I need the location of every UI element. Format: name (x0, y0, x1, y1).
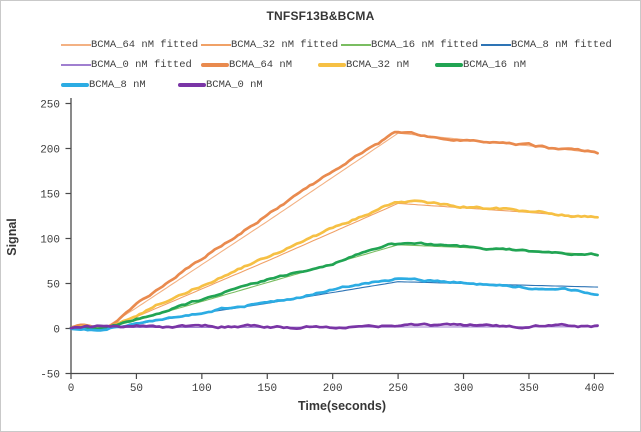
legend-item: BCMA_64 nM fitted (61, 35, 201, 55)
x-tick-label: 300 (454, 383, 474, 395)
legend-line-swatch (201, 44, 231, 46)
x-tick-label: 400 (584, 383, 604, 395)
legend-item: BCMA_16 nM fitted (341, 35, 481, 55)
legend-item: BCMA_8 nM fitted (481, 35, 621, 55)
legend-label: BCMA_16 nM (463, 59, 527, 71)
legend-item: BCMA_16 nM (435, 55, 552, 75)
y-tick-label: 250 (40, 99, 60, 111)
series-line-BCMA_8-nM (69, 277, 599, 332)
x-tick-label: 0 (68, 383, 75, 395)
legend-line-swatch (201, 63, 229, 67)
y-axis-label: Signal (5, 218, 19, 256)
legend-label: BCMA_8 nM (89, 79, 146, 91)
legend-line-swatch (318, 63, 346, 67)
y-tick-label: -50 (40, 369, 60, 381)
legend-line-swatch (61, 64, 91, 66)
x-axis-label: Time(seconds) (298, 399, 386, 413)
legend-item: BCMA_64 nM (201, 55, 318, 75)
legend-line-swatch (435, 63, 463, 67)
legend-line-swatch (341, 44, 371, 46)
legend-label: BCMA_0 nM fitted (91, 59, 192, 71)
legend-label: BCMA_0 nM (206, 79, 263, 91)
series-line-BCMA_0-nM (69, 322, 599, 331)
y-tick-label: 150 (40, 189, 60, 201)
legend-label: BCMA_16 nM fitted (371, 39, 479, 51)
legend-item: BCMA_0 nM (178, 75, 295, 95)
legend-item: BCMA_8 nM (61, 75, 178, 95)
legend-line-swatch (178, 83, 206, 87)
legend-line-swatch (61, 44, 91, 46)
series-line-BCMA_64-nM-fitted (70, 132, 599, 330)
series-line-BCMA_32-nM-fitted (70, 202, 599, 330)
series-line-BCMA_16-nM (69, 241, 599, 331)
y-tick-label: 50 (47, 279, 60, 291)
x-tick-label: 250 (388, 383, 408, 395)
chart-legend: BCMA_64 nM fitted BCMA_32 nM fitted BCMA_1… (61, 35, 629, 95)
legend-label: BCMA_64 nM fitted (91, 39, 199, 51)
chart-title: TNFSF13B&BCMA (266, 9, 375, 23)
x-tick-label: 150 (257, 383, 277, 395)
y-tick-label: 200 (40, 144, 60, 156)
legend-line-swatch (481, 44, 511, 46)
legend-label: BCMA_64 nM (229, 59, 293, 71)
legend-item: BCMA_0 nM fitted (61, 55, 201, 75)
x-tick-label: 100 (192, 383, 212, 395)
legend-label: BCMA_8 nM fitted (511, 39, 612, 51)
x-tick-label: 350 (519, 383, 539, 395)
y-tick-label: 0 (53, 324, 60, 336)
x-tick-label: 50 (130, 383, 143, 395)
y-tick-label: 100 (40, 234, 60, 246)
series-line-BCMA_32-nM (69, 199, 599, 331)
legend-label: BCMA_32 nM fitted (231, 39, 339, 51)
legend-label: BCMA_32 nM (346, 59, 410, 71)
legend-item: BCMA_32 nM fitted (201, 35, 341, 55)
legend-line-swatch (61, 83, 89, 87)
x-tick-label: 200 (323, 383, 343, 395)
legend-item: BCMA_32 nM (318, 55, 435, 75)
series-line-BCMA_64-nM (69, 130, 599, 331)
